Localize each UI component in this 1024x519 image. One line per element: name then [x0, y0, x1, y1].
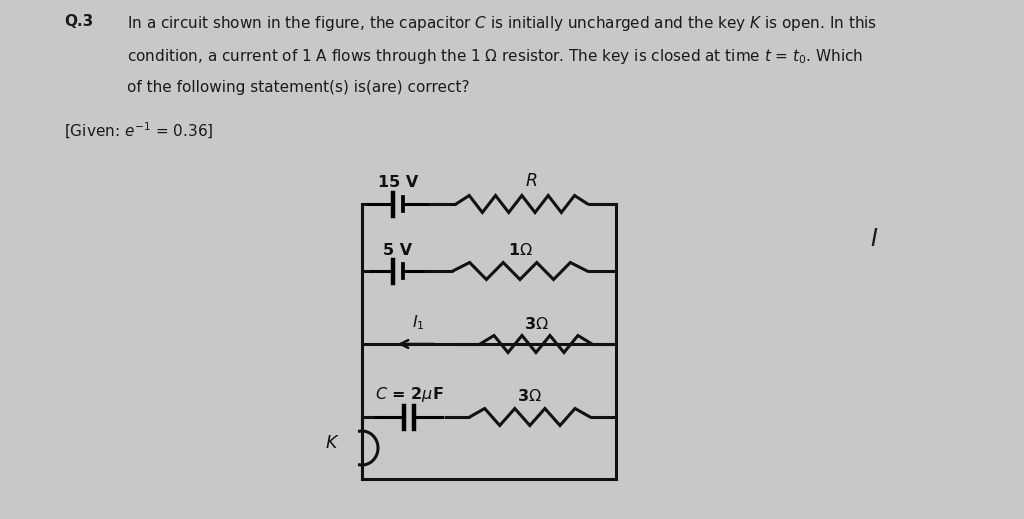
- Text: Q.3: Q.3: [63, 14, 93, 29]
- Text: 5 V: 5 V: [383, 243, 413, 258]
- Text: of the following statement(s) is(are) correct?: of the following statement(s) is(are) co…: [127, 80, 469, 95]
- Text: condition, a current of 1 A flows through the 1 $\Omega$ resistor. The key is cl: condition, a current of 1 A flows throug…: [127, 47, 863, 66]
- Text: 3$\Omega$: 3$\Omega$: [517, 388, 543, 404]
- Text: [Given: $e^{-1}$ = 0.36]: [Given: $e^{-1}$ = 0.36]: [63, 121, 213, 141]
- Text: 3$\Omega$: 3$\Omega$: [523, 316, 548, 332]
- Text: 1$\Omega$: 1$\Omega$: [508, 242, 532, 258]
- Text: $I$: $I$: [870, 227, 879, 251]
- Text: 15 V: 15 V: [378, 175, 418, 190]
- Text: $R$: $R$: [525, 172, 538, 190]
- Text: $I_1$: $I_1$: [412, 313, 425, 332]
- Text: $K$: $K$: [325, 434, 339, 452]
- Text: $C$ = 2$\mu$F: $C$ = 2$\mu$F: [375, 385, 443, 404]
- Text: In a circuit shown in the figure, the capacitor $C$ is initially uncharged and t: In a circuit shown in the figure, the ca…: [127, 14, 877, 33]
